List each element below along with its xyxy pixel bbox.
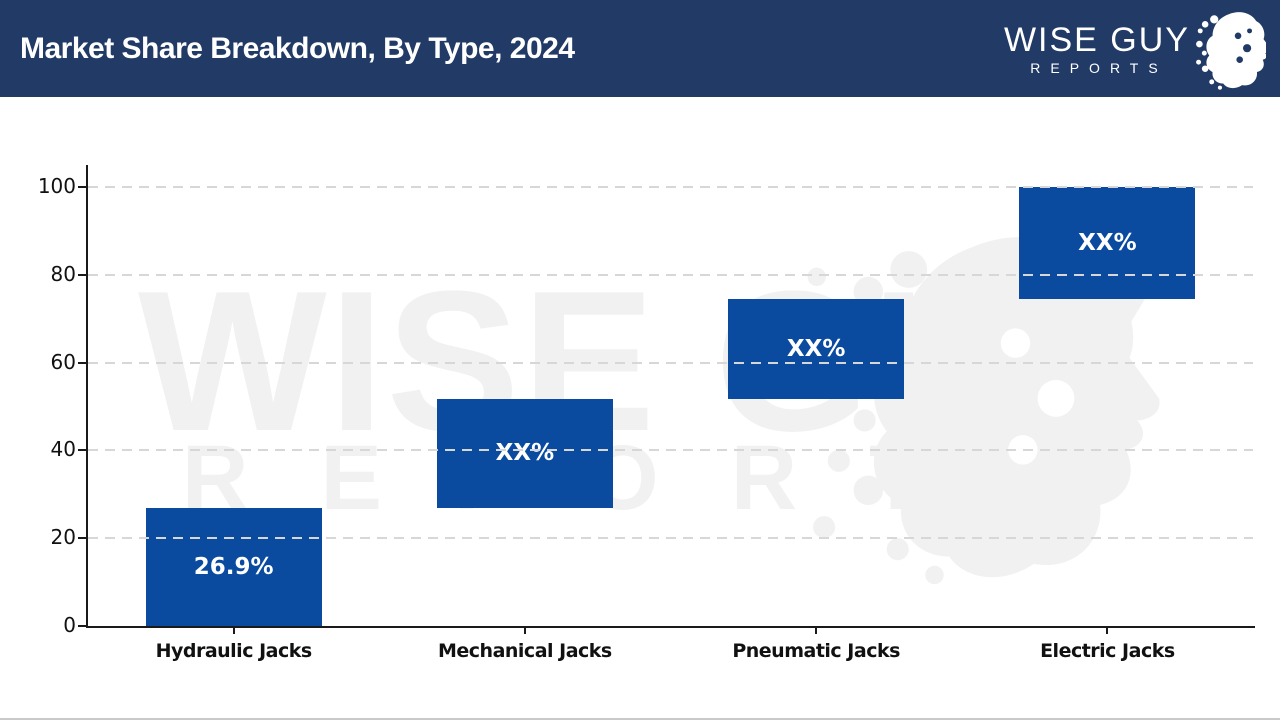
y-tick-label-40: 40 [50, 437, 76, 462]
logo-wordmark-line2: REPORTS [1030, 60, 1168, 76]
gridline-100 [88, 186, 1253, 188]
y-tick-label-60: 60 [50, 349, 76, 374]
bar-mechanical-jacks: XX% [436, 398, 613, 508]
y-tick-mark-20 [78, 537, 87, 540]
y-tick-mark-100 [78, 186, 87, 188]
y-tick-mark-0 [78, 625, 87, 627]
x-tick-mark-mechanical-jacks [523, 627, 526, 634]
bar-value-label-hydraulic-jacks: 26.9% [193, 553, 274, 580]
y-axis [86, 165, 88, 628]
bar-value-label-mechanical-jacks: XX% [495, 440, 555, 467]
y-tick-label-100: 100 [37, 174, 76, 198]
x-tick-mark-pneumatic-jacks [815, 627, 818, 634]
bar-electric-jacks: XX% [1019, 187, 1196, 299]
x-axis-label-pneumatic-jacks: Pneumatic Jacks [732, 640, 900, 662]
bar-value-label-pneumatic-jacks: XX% [786, 335, 846, 362]
gridline-40 [88, 449, 1253, 452]
y-tick-mark-40 [78, 449, 87, 452]
x-axis-label-mechanical-jacks: Mechanical Jacks [437, 640, 612, 662]
y-tick-label-0: 0 [63, 613, 76, 637]
page-title: Market Share Breakdown, By Type, 2024 [20, 31, 575, 65]
x-axis [86, 626, 1255, 628]
logo-head-icon [1196, 12, 1266, 90]
y-tick-label-20: 20 [50, 525, 76, 550]
x-axis-label-hydraulic-jacks: Hydraulic Jacks [155, 640, 313, 662]
y-tick-mark-80 [78, 273, 87, 276]
gridline-80 [88, 273, 1253, 276]
bar-hydraulic-jacks: 26.9% [145, 507, 322, 626]
logo-wordmark: WISE GUY REPORTS [1004, 22, 1190, 76]
bar-value-label-electric-jacks: XX% [1078, 229, 1137, 256]
x-tick-mark-electric-jacks [1106, 627, 1109, 634]
y-tick-label-80: 80 [50, 261, 76, 286]
brand-logo: WISE GUY REPORTS [1004, 6, 1266, 92]
x-tick-mark-hydraulic-jacks [232, 627, 235, 634]
header-bar: Market Share Breakdown, By Type, 2024 WI… [0, 0, 1280, 97]
x-axis-label-electric-jacks: Electric Jacks [1040, 640, 1175, 662]
gridline-20 [88, 537, 1253, 540]
y-tick-mark-60 [78, 361, 87, 364]
logo-wordmark-line1: WISE GUY [1003, 21, 1190, 59]
bar-pneumatic-jacks: XX% [728, 298, 905, 399]
gridline-60 [88, 361, 1253, 364]
